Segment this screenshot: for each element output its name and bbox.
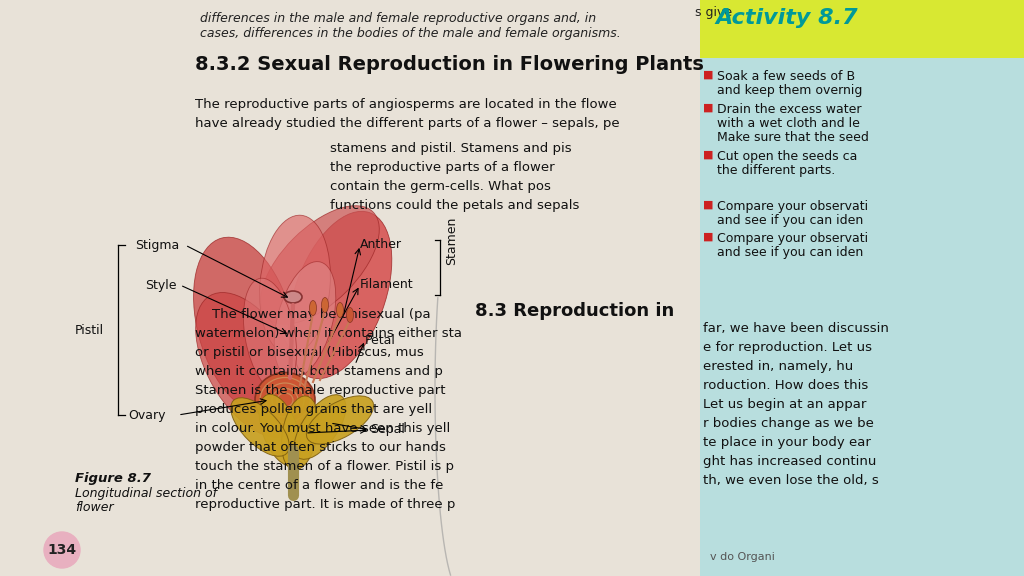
Text: Anther: Anther [360,238,402,252]
Text: have already studied the different parts of a flower – sepals, pe: have already studied the different parts… [195,117,620,130]
Ellipse shape [261,206,379,324]
Text: Soak a few seeds of B: Soak a few seeds of B [717,70,855,83]
Ellipse shape [196,293,304,437]
Text: or pistil or bisexual (Hibiscus, mus: or pistil or bisexual (Hibiscus, mus [195,346,424,359]
Ellipse shape [306,396,374,444]
Ellipse shape [294,395,346,459]
Text: erested in, namely, hu: erested in, namely, hu [703,360,853,373]
Text: in colour. You must have seen this yell: in colour. You must have seen this yell [195,422,451,435]
Ellipse shape [230,398,289,456]
Text: Compare your observati: Compare your observati [717,200,868,213]
Text: and keep them overnig: and keep them overnig [717,84,862,97]
Bar [700,0,1024,576]
Text: Let us begin at an appar: Let us begin at an appar [703,398,866,411]
Text: e for reproduction. Let us: e for reproduction. Let us [703,341,872,354]
Text: The flower may be unisexual (pa: The flower may be unisexual (pa [195,308,431,321]
Text: ght has increased continu: ght has increased continu [703,455,877,468]
Text: Longitudinal section of: Longitudinal section of [75,487,217,500]
Text: ■: ■ [703,232,714,242]
Text: Make sure that the seed: Make sure that the seed [717,131,869,144]
Text: Petal: Petal [365,334,396,347]
Text: v do Organi: v do Organi [710,552,775,562]
Text: powder that often sticks to our hands: powder that often sticks to our hands [195,441,445,454]
Text: 134: 134 [47,543,77,557]
Text: r bodies change as we be: r bodies change as we be [703,417,873,430]
Text: Sepal: Sepal [370,423,404,437]
Ellipse shape [337,302,343,317]
Text: and see if you can iden: and see if you can iden [717,214,863,227]
Ellipse shape [194,237,297,413]
Text: s give: s give [695,6,732,19]
Text: Stamen is the male reproductive part: Stamen is the male reproductive part [195,384,445,397]
Ellipse shape [274,262,336,378]
Text: produces pollen grains that are yell: produces pollen grains that are yell [195,403,432,416]
Text: Drain the excess water: Drain the excess water [717,103,861,116]
Ellipse shape [284,291,302,303]
Text: The reproductive parts of angiosperms are located in the flowe: The reproductive parts of angiosperms ar… [195,98,616,111]
Text: touch the stamen of a flower. Pistil is p: touch the stamen of a flower. Pistil is … [195,460,454,473]
Ellipse shape [259,394,301,466]
Text: in the centre of a flower and is the fe: in the centre of a flower and is the fe [195,479,443,492]
Ellipse shape [346,308,353,323]
Ellipse shape [322,297,329,313]
Text: Filament: Filament [360,279,414,291]
Bar [700,0,1024,58]
Circle shape [44,532,80,568]
Text: ■: ■ [703,70,714,80]
Ellipse shape [244,278,297,392]
Text: Stigma: Stigma [135,238,179,252]
Text: ■: ■ [703,200,714,210]
Text: roduction. How does this: roduction. How does this [703,379,868,392]
Text: Activity 8.7: Activity 8.7 [715,8,858,28]
Ellipse shape [255,373,315,427]
Text: reproductive part. It is made of three p: reproductive part. It is made of three p [195,498,456,511]
Ellipse shape [260,215,331,355]
Text: watermelon) when it contains either sta: watermelon) when it contains either sta [195,327,462,340]
Text: Figure 8.7: Figure 8.7 [75,472,151,485]
Text: 8.3 Reproduction in: 8.3 Reproduction in [475,302,674,320]
Ellipse shape [282,396,318,470]
Text: with a wet cloth and le: with a wet cloth and le [717,117,860,130]
Ellipse shape [309,301,316,316]
Text: Style: Style [145,279,176,291]
Text: the different parts.: the different parts. [717,164,836,177]
Text: 8.3.2 Sexual Reproduction in Flowering Plants: 8.3.2 Sexual Reproduction in Flowering P… [195,55,703,74]
Text: contain the germ-cells. What pos: contain the germ-cells. What pos [330,180,551,193]
Text: te place in your body ear: te place in your body ear [703,436,870,449]
Text: ■: ■ [703,103,714,113]
Text: Ovary: Ovary [128,408,166,422]
Text: functions could the petals and sepals: functions could the petals and sepals [330,199,580,212]
Text: differences in the male and female reproductive organs and, in: differences in the male and female repro… [200,12,596,25]
Text: flower: flower [75,501,114,514]
Text: Cut open the seeds ca: Cut open the seeds ca [717,150,857,163]
Text: when it contains both stamens and p: when it contains both stamens and p [195,365,442,378]
Text: Pistil: Pistil [75,324,104,336]
Text: Compare your observati: Compare your observati [717,232,868,245]
Text: stamens and pistil. Stamens and pis: stamens and pistil. Stamens and pis [330,142,571,155]
Text: and see if you can iden: and see if you can iden [717,246,863,259]
Text: ■: ■ [703,150,714,160]
Text: the reproductive parts of a flower: the reproductive parts of a flower [330,161,555,174]
Text: th, we even lose the old, s: th, we even lose the old, s [703,474,879,487]
Text: far, we have been discussin: far, we have been discussin [703,322,889,335]
Text: cases, differences in the bodies of the male and female organisms.: cases, differences in the bodies of the … [200,27,621,40]
Text: Stamen: Stamen [445,217,458,265]
Ellipse shape [288,211,392,378]
